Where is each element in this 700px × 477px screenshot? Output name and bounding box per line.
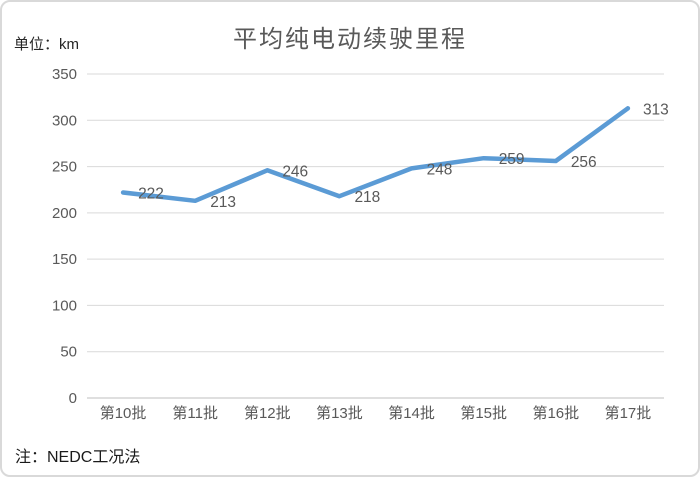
data-label: 246 [282,163,308,180]
data-label: 313 [643,101,669,118]
y-tick-label: 350 [52,66,77,83]
series-line [120,106,631,204]
x-tick-label: 第12批 [244,404,291,422]
y-tick-label: 150 [52,251,77,268]
data-label: 222 [138,185,164,202]
x-tick-label: 第16批 [532,404,579,422]
x-tick-label: 第10批 [100,404,147,422]
data-label: 218 [354,189,380,206]
y-tick-label: 50 [60,344,77,361]
y-tick-label: 100 [52,297,77,314]
chart-note: 注：NEDC工况法 [15,449,141,466]
x-tick-label: 第15批 [460,404,507,422]
x-tick-label: 第13批 [316,404,363,422]
data-label: 259 [499,151,525,168]
unit-label: 单位：km [14,36,79,53]
y-tick-label: 200 [52,205,77,222]
x-tick-label: 第14批 [388,404,435,422]
data-label: 213 [210,194,236,211]
data-label: 256 [571,154,597,171]
x-tick-label: 第17批 [605,404,652,422]
data-label: 248 [427,161,453,178]
y-tick-label: 300 [52,112,77,129]
x-tick-label: 第11批 [172,404,218,422]
y-tick-label: 0 [69,390,77,407]
y-tick-label: 250 [52,159,77,176]
